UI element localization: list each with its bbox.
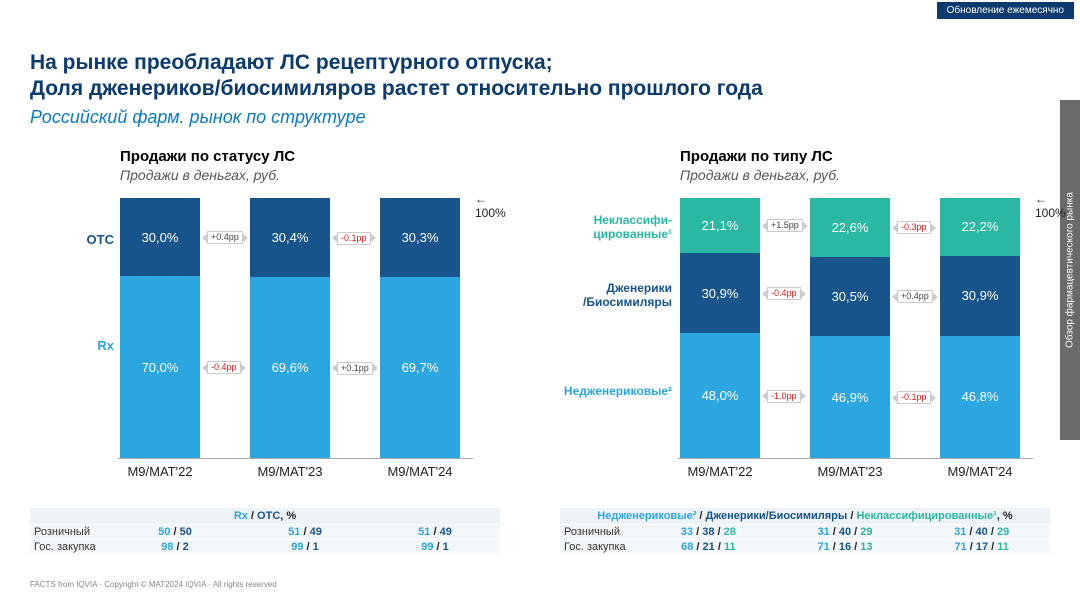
delta-label: +0.1pp — [337, 362, 373, 375]
chart-right-title: Продажи по типу ЛС — [680, 148, 1050, 165]
footer: FACTS from IQVIA · Copyright © MAT2024 I… — [30, 580, 277, 589]
table-cell: 31 / 40 / 29 — [777, 526, 914, 538]
table-cell: 51 / 49 — [240, 526, 370, 538]
titles-block: На рынке преобладают ЛС рецептурного отп… — [30, 50, 1040, 128]
cat-rx: Rx — [30, 338, 114, 353]
table-right: Недженериковые² / Дженерики/Биосимиляры … — [560, 508, 1050, 554]
bar: 30,3%69,7% — [380, 198, 460, 458]
table-row: Розничный33 / 38 / 2831 / 40 / 2931 / 40… — [560, 524, 1050, 539]
subtitle: Российский фарм. рынок по структуре — [30, 107, 1040, 128]
hundred-label-left: ← 100% — [475, 192, 506, 220]
seg: 46,9% — [810, 336, 890, 458]
table-cell: 33 / 38 / 28 — [640, 526, 777, 538]
row-label: Гос. закупка — [30, 541, 110, 553]
x-label: M9/MAT'23 — [250, 464, 330, 479]
title-line-1: На рынке преобладают ЛС рецептурного отп… — [30, 50, 1040, 76]
delta-label: -0.1pp — [897, 391, 931, 404]
seg: 22,6% — [810, 198, 890, 257]
table-header: Rx / OTC, % — [30, 508, 500, 524]
x-label: M9/MAT'22 — [680, 464, 760, 479]
row-label: Розничный — [30, 526, 110, 538]
chart-right: Продажи по типу ЛС Продажи в деньгах, ру… — [560, 148, 1050, 498]
x-label: M9/MAT'22 — [120, 464, 200, 479]
table-cell: 31 / 40 / 29 — [913, 526, 1050, 538]
chart-left-title: Продажи по статусу ЛС — [120, 148, 500, 165]
delta-label: -1.0pp — [767, 390, 801, 403]
seg-otc: 30,0% — [120, 198, 200, 276]
table-cell: 51 / 49 — [370, 526, 500, 538]
seg: 21,1% — [680, 198, 760, 253]
delta-label: +1.5pp — [767, 219, 803, 232]
x-label: M9/MAT'24 — [380, 464, 460, 479]
table-row: Гос. закупка68 / 21 / 1171 / 16 / 1371 /… — [560, 539, 1050, 554]
cat-label: Неклассифи- цированные¹ — [560, 213, 672, 241]
seg: 48,0% — [680, 333, 760, 458]
seg: 22,2% — [940, 198, 1020, 256]
axis-right — [678, 458, 1033, 459]
table-cell: 99 / 1 — [370, 541, 500, 553]
table-row: Розничный50 / 5051 / 4951 / 49 — [30, 524, 500, 539]
chart-left-sub: Продажи в деньгах, руб. — [120, 167, 500, 183]
cat-label: Недженериковые² — [560, 384, 672, 398]
seg-rx: 70,0% — [120, 276, 200, 458]
table-cell: 71 / 16 / 13 — [777, 541, 914, 553]
bar: 21,1%30,9%48,0% — [680, 198, 760, 458]
seg-otc: 30,3% — [380, 198, 460, 277]
row-label: Гос. закупка — [560, 541, 640, 553]
delta-label: -0.4pp — [207, 361, 241, 374]
delta-label: -0.3pp — [897, 221, 931, 234]
table-cell: 71 / 17 / 11 — [913, 541, 1050, 553]
table-row: Гос. закупка98 / 299 / 199 / 1 — [30, 539, 500, 554]
table-cell: 50 / 50 — [110, 526, 240, 538]
delta-label: -0.4pp — [767, 287, 801, 300]
row-label: Розничный — [560, 526, 640, 538]
bar: 30,4%69,6% — [250, 198, 330, 458]
title-line-2: Доля дженериков/биосимиляров растет отно… — [30, 76, 1040, 102]
bar: 22,2%30,9%46,8% — [940, 198, 1020, 458]
axis-left — [118, 458, 473, 459]
delta-label: +0.4pp — [207, 231, 243, 244]
seg: 30,9% — [680, 253, 760, 333]
bar: 30,0%70,0% — [120, 198, 200, 458]
chart-left: Продажи по статусу ЛС Продажи в деньгах,… — [30, 148, 500, 498]
table-header: Недженериковые² / Дженерики/Биосимиляры … — [560, 508, 1050, 524]
seg: 30,5% — [810, 257, 890, 336]
seg-rx: 69,6% — [250, 277, 330, 458]
hundred-label-right: ← 100% — [1035, 192, 1066, 220]
table-cell: 98 / 2 — [110, 541, 240, 553]
charts: Продажи по статусу ЛС Продажи в деньгах,… — [0, 148, 1080, 498]
x-label: M9/MAT'23 — [810, 464, 890, 479]
x-label: M9/MAT'24 — [940, 464, 1020, 479]
seg: 30,9% — [940, 256, 1020, 336]
seg-rx: 69,7% — [380, 277, 460, 458]
cat-label: Дженерики /Биосимиляры — [560, 281, 672, 309]
table-left: Rx / OTC, %Розничный50 / 5051 / 4951 / 4… — [30, 508, 500, 554]
seg: 46,8% — [940, 336, 1020, 458]
update-badge: Обновление ежемесячно — [937, 2, 1074, 19]
table-cell: 68 / 21 / 11 — [640, 541, 777, 553]
cat-otc: OTC — [30, 232, 114, 247]
table-cell: 99 / 1 — [240, 541, 370, 553]
delta-label: +0.4pp — [897, 290, 933, 303]
delta-label: -0.1pp — [337, 232, 371, 245]
seg-otc: 30,4% — [250, 198, 330, 277]
bar: 22,6%30,5%46,9% — [810, 198, 890, 458]
chart-right-sub: Продажи в деньгах, руб. — [680, 167, 1050, 183]
